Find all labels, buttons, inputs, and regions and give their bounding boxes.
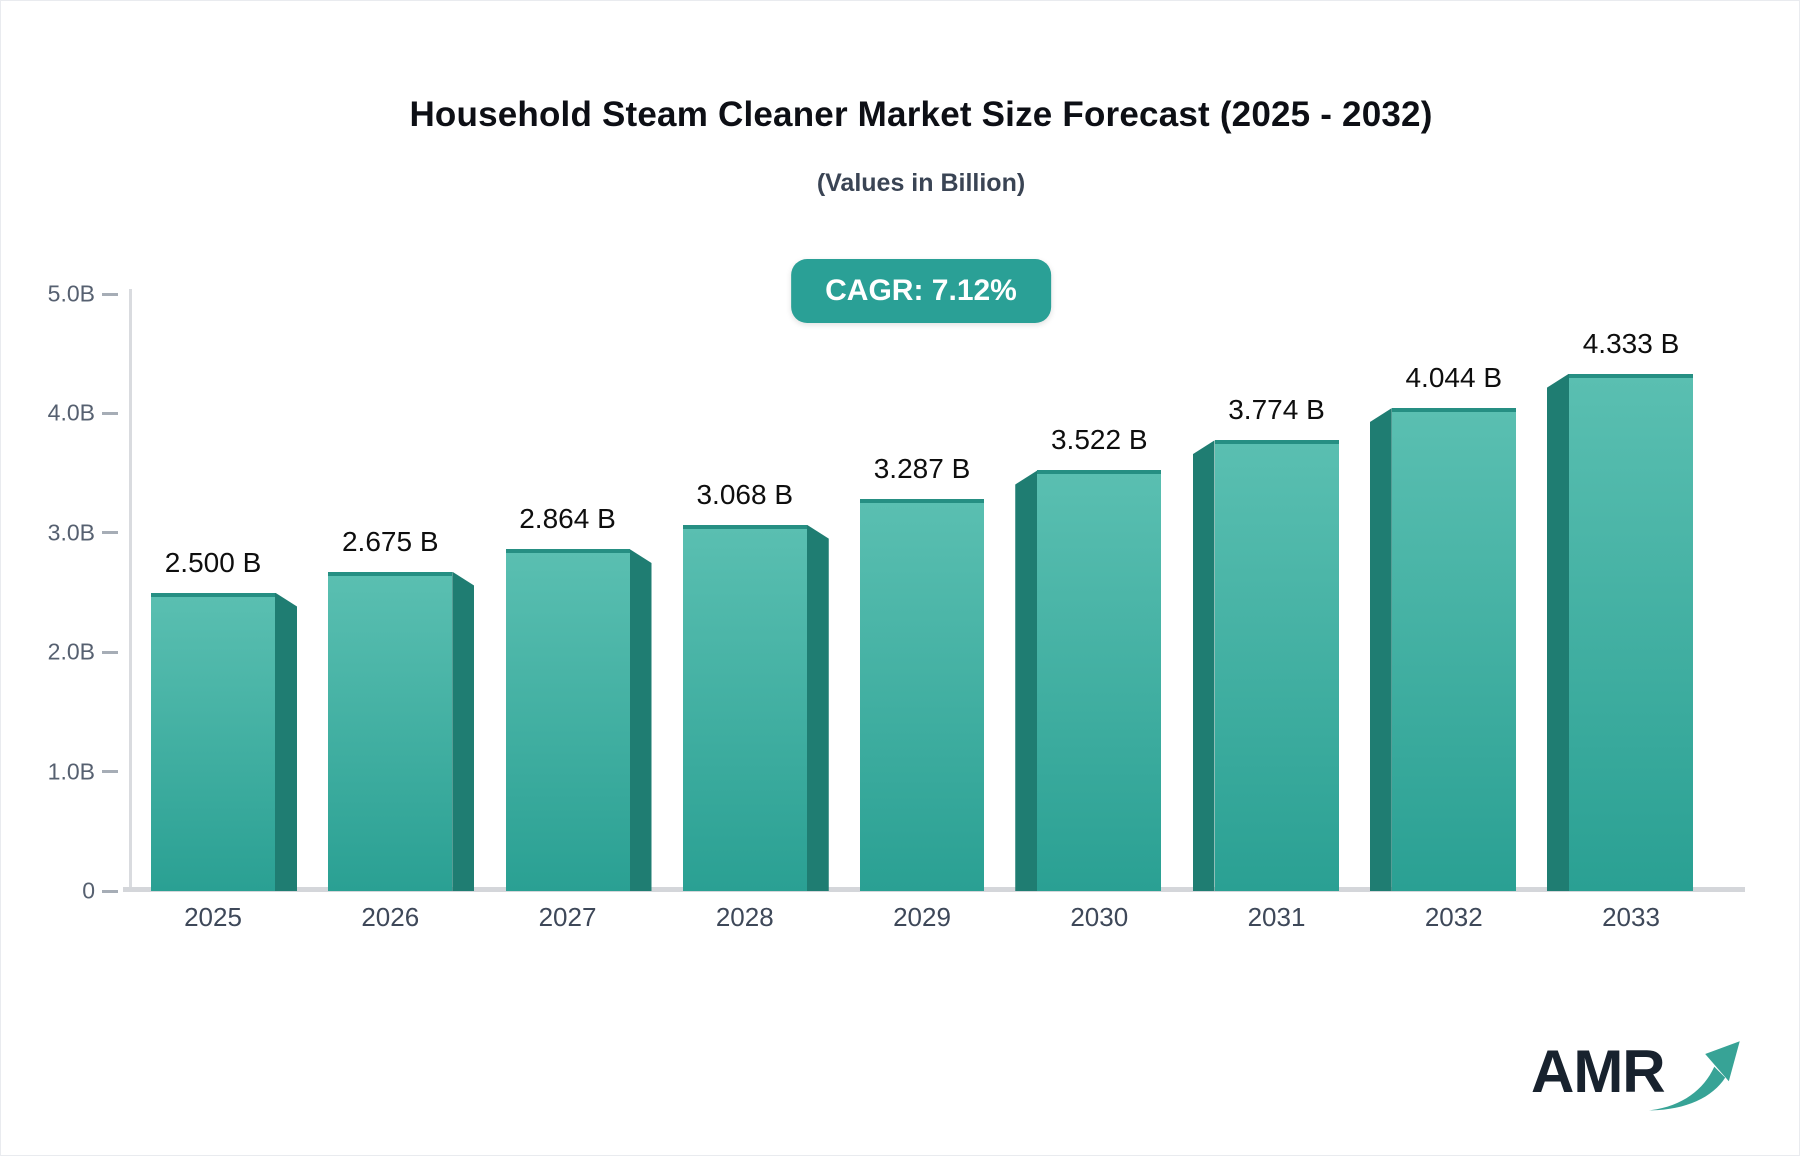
x-axis-tick-label: 2029: [893, 902, 951, 932]
bar-value-label: 3.774 B: [1228, 394, 1325, 426]
x-axis-tick-label: 2027: [538, 902, 597, 932]
bar-side-face: [1547, 373, 1569, 891]
x-axis-tick-label: 2026: [361, 902, 420, 932]
bar-value-label: 3.287 B: [873, 452, 971, 484]
x-axis-tick-label: 2031: [1247, 902, 1306, 932]
bar-value-label: 2.500 B: [164, 546, 262, 578]
bar-side-face: [452, 571, 475, 891]
bar-side-face: [1015, 470, 1038, 891]
bar-2033: [1569, 373, 1693, 891]
y-axis-tick-mark: [102, 770, 118, 774]
bar-side-face: [275, 592, 297, 891]
bar-2032: [1391, 408, 1516, 891]
y-axis-tick-mark: [102, 531, 118, 535]
chart-title: Household Steam Cleaner Market Size Fore…: [409, 95, 1433, 134]
x-axis-tick-label: 2030: [1070, 902, 1129, 932]
bar-side-face: [629, 549, 652, 891]
bar-2025: [151, 592, 275, 891]
bar-value-label: 4.044 B: [1405, 362, 1503, 394]
x-axis-tick-label: 2028: [715, 902, 774, 932]
bar-2027: [505, 549, 630, 891]
y-axis-tick-label: 2.0B: [47, 638, 95, 665]
amr-logo-text: AMR: [1531, 1038, 1666, 1105]
growth-arrow-icon: [1648, 1041, 1740, 1111]
y-axis-tick-label: 4.0B: [47, 399, 95, 426]
x-axis-tick-label: 2032: [1424, 902, 1483, 932]
bar-2029: [860, 498, 984, 891]
y-axis-tick-label: 3.0B: [47, 519, 95, 546]
bar-value-label: 3.068 B: [696, 478, 794, 510]
bar-value-label: 2.864 B: [519, 503, 616, 535]
x-axis-tick-label: 2025: [184, 902, 242, 932]
bar-value-label: 2.675 B: [341, 525, 439, 557]
amr-logo: AMR: [1531, 1029, 1741, 1119]
bar-2031: [1214, 440, 1339, 891]
bar-side-face: [806, 524, 829, 891]
bar-2026: [328, 571, 453, 891]
bar-2030: [1037, 470, 1162, 891]
cagr-badge: CAGR: 7.12%: [791, 259, 1051, 323]
y-axis-tick-label: 1.0B: [47, 758, 95, 785]
y-axis-tick-label: 0: [82, 877, 95, 904]
y-axis-line: [129, 289, 132, 891]
bar-side-face: [1369, 408, 1392, 891]
y-axis-tick-mark: [102, 650, 118, 654]
y-axis-tick-mark: [102, 292, 118, 296]
y-axis-tick-mark: [102, 411, 118, 415]
bar-2028: [682, 524, 807, 891]
bar-side-face: [1192, 440, 1215, 891]
x-axis-tick-label: 2033: [1602, 902, 1660, 932]
chart-subtitle: (Values in Billion): [816, 169, 1026, 197]
bar-value-label: 3.522 B: [1050, 424, 1148, 456]
y-axis-tick-label: 5.0B: [47, 280, 95, 307]
y-axis-tick-mark: [102, 889, 118, 893]
bar-value-label: 4.333 B: [1582, 327, 1680, 359]
